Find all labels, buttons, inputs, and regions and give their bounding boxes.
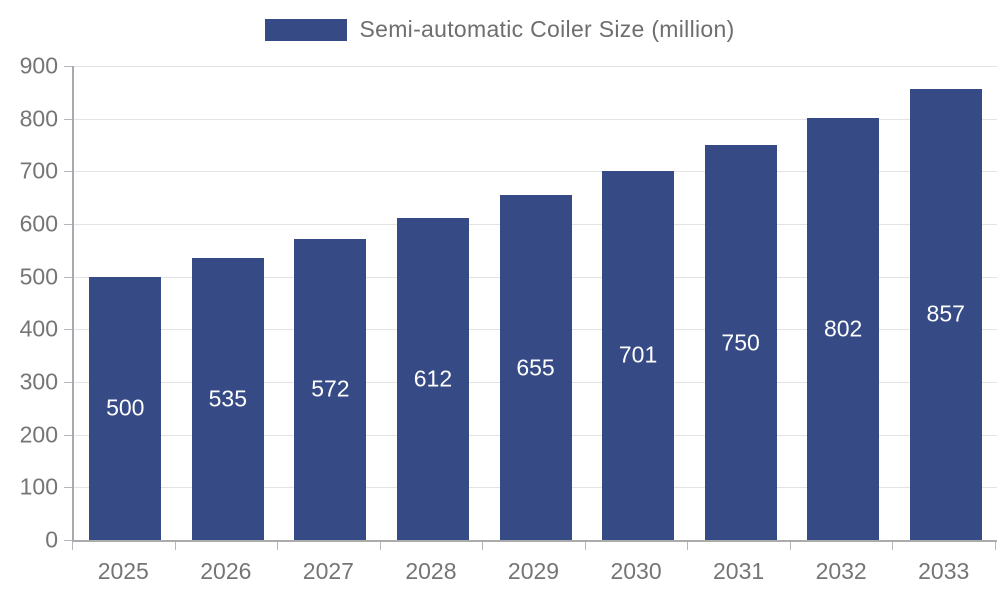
- y-tick-label-300: 300: [19, 368, 58, 395]
- x-tick-8: [892, 542, 894, 550]
- bar-2027[interactable]: 572: [294, 238, 367, 540]
- bar-2029[interactable]: 655: [499, 195, 572, 540]
- x-tick-label-2030: 2030: [610, 558, 662, 584]
- legend-label: Semi-automatic Coiler Size (million): [359, 16, 735, 42]
- x-tick-4: [482, 542, 484, 550]
- x-tick-5: [584, 542, 586, 550]
- y-tick-label-700: 700: [19, 157, 58, 184]
- bar-value-label-2027: 572: [311, 375, 350, 402]
- x-tick-label-2032: 2032: [815, 558, 867, 584]
- bar-2030[interactable]: 701: [602, 170, 675, 540]
- gridline-y-900: [74, 66, 997, 67]
- bar-2028[interactable]: 612: [396, 217, 469, 540]
- y-tick-label-200: 200: [19, 421, 58, 448]
- y-tick-label-0: 0: [45, 526, 58, 553]
- y-tick-900: [64, 66, 72, 67]
- y-tick-400: [64, 329, 72, 331]
- bar-value-label-2028: 612: [413, 365, 453, 392]
- bar-value-label-2025: 500: [106, 394, 145, 421]
- bar-2033[interactable]: 857: [909, 88, 982, 540]
- x-tick-3: [379, 542, 381, 550]
- bar-value-label-2032: 802: [823, 315, 863, 342]
- x-tick-label-2033: 2033: [918, 558, 970, 584]
- x-tick-2: [277, 542, 279, 550]
- x-tick-label-2031: 2031: [713, 558, 765, 584]
- x-tick-0: [72, 542, 73, 550]
- y-tick-label-600: 600: [19, 210, 58, 237]
- bar-2031[interactable]: 750: [704, 145, 777, 540]
- gridline-y-700: [74, 171, 997, 173]
- legend-swatch: [265, 18, 348, 41]
- y-tick-700: [64, 171, 72, 173]
- x-tick-9: [995, 542, 996, 550]
- x-tick-1: [174, 542, 176, 550]
- x-tick-label-2029: 2029: [507, 558, 560, 584]
- x-tick-7: [789, 542, 791, 550]
- plot-area: 500 535 572 612 655 701 750 802 857: [72, 66, 997, 542]
- y-tick-label-400: 400: [19, 315, 58, 342]
- x-tick-label-2025: 2025: [97, 558, 149, 584]
- bar-2026[interactable]: 535: [191, 258, 264, 540]
- y-tick-800: [64, 118, 72, 120]
- bar-2025[interactable]: 500: [89, 276, 162, 540]
- y-tick-100: [64, 487, 72, 489]
- y-tick-200: [64, 434, 72, 436]
- y-tick-500: [64, 276, 72, 278]
- x-tick-label-2026: 2026: [200, 558, 252, 584]
- bar-2032[interactable]: 802: [807, 117, 880, 540]
- gridline-y-800: [74, 118, 997, 120]
- x-tick-label-2027: 2027: [302, 558, 354, 584]
- y-tick-label-500: 500: [19, 263, 58, 290]
- bar-value-label-2029: 655: [516, 354, 555, 381]
- y-tick-600: [64, 224, 72, 225]
- bar-value-label-2033: 857: [926, 300, 965, 327]
- y-tick-0: [64, 540, 72, 541]
- y-tick-label-100: 100: [19, 473, 58, 500]
- bar-value-label-2031: 750: [721, 329, 760, 355]
- y-tick-300: [64, 382, 72, 383]
- bar-value-label-2030: 701: [618, 341, 658, 368]
- bar-value-label-2026: 535: [208, 385, 248, 412]
- legend-item[interactable]: Semi-automatic Coiler Size (million): [0, 16, 1000, 43]
- y-tick-label-800: 800: [19, 105, 58, 132]
- x-tick-6: [687, 542, 689, 550]
- x-tick-label-2028: 2028: [405, 558, 457, 584]
- y-tick-label-900: 900: [19, 52, 58, 79]
